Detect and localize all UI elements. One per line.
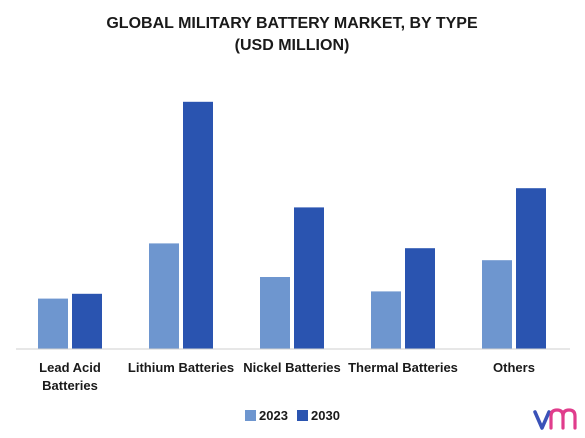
bar-2030-2: [294, 207, 324, 349]
bar-2030-0: [72, 293, 102, 349]
vmr-logo-icon: [533, 408, 577, 430]
bar-2030-4: [516, 188, 546, 349]
legend-label-2023: 2023: [259, 408, 288, 423]
category-label: Thermal Batteries: [348, 360, 458, 375]
bar-2023-3: [371, 291, 401, 349]
legend-swatch-2023: [245, 410, 256, 421]
category-label: Nickel Batteries: [243, 360, 341, 375]
bar-2030-1: [183, 101, 213, 349]
chart-title-line: (USD MILLION): [235, 37, 350, 54]
category-labels: Lead Acid Batteries Lithium Batteries Nicke…: [39, 360, 535, 393]
bar-2023-1: [149, 243, 179, 349]
category-label: Batteries: [42, 378, 98, 393]
bars: [38, 101, 546, 349]
bar-2023-0: [38, 298, 68, 349]
category-label: Others: [493, 360, 535, 375]
bar-2023-4: [482, 260, 512, 349]
category-label: Lithium Batteries: [128, 360, 234, 375]
chart-title-line: GLOBAL MILITARY BATTERY MARKET, BY TYPE: [106, 15, 478, 32]
legend-label-2030: 2030: [311, 408, 340, 423]
legend-swatch-2030: [297, 410, 308, 421]
chart-title: GLOBAL MILITARY BATTERY MARKET, BY TYPE (…: [106, 15, 478, 54]
legend: 2023 2030: [245, 408, 340, 423]
bar-2023-2: [260, 277, 290, 349]
bar-2030-3: [405, 248, 435, 349]
category-label: Lead Acid: [39, 360, 101, 375]
